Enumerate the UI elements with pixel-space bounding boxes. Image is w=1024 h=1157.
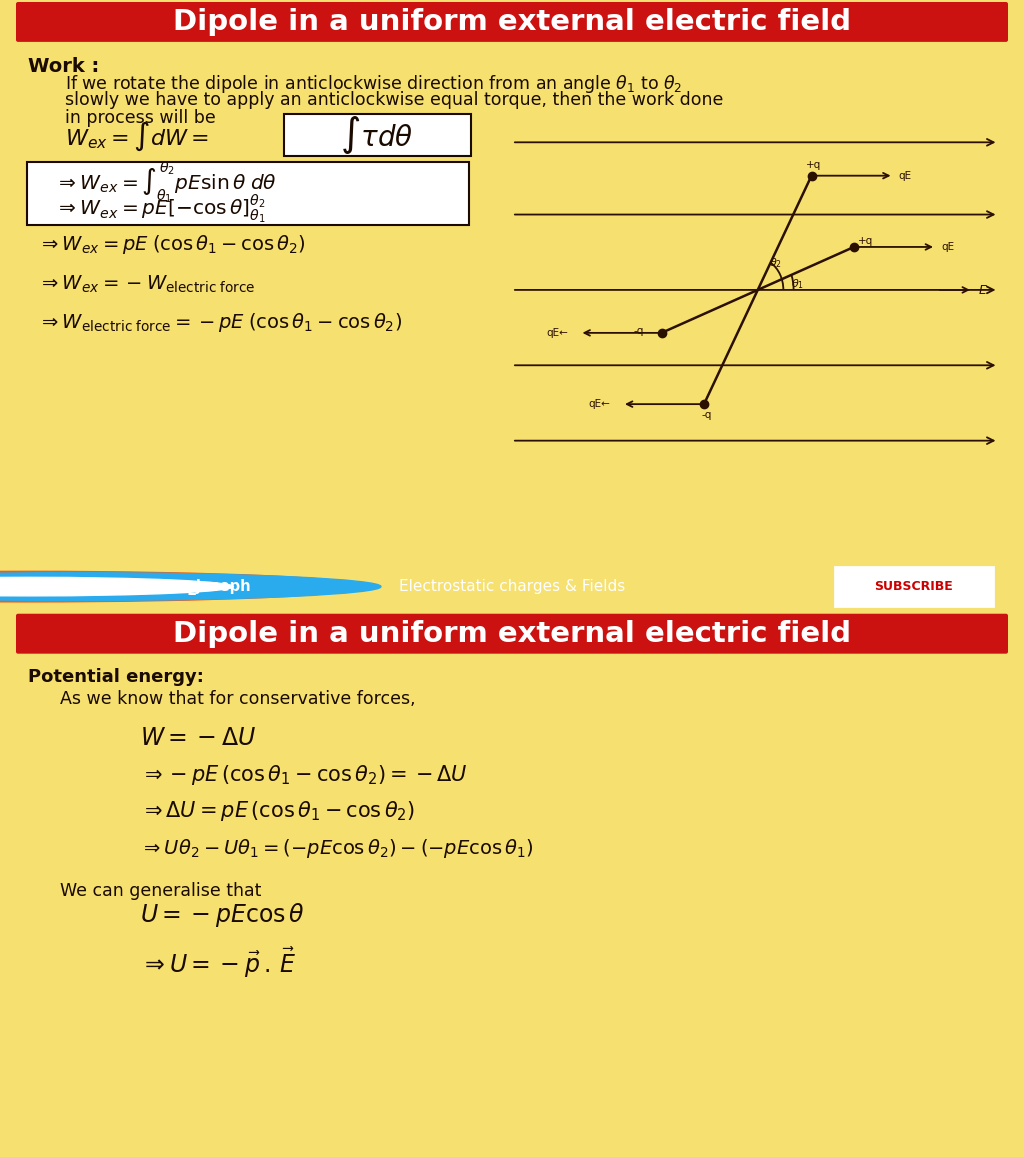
Text: +q: +q <box>858 236 873 245</box>
Text: qE←: qE← <box>589 399 610 410</box>
Text: | shimon_joseph: | shimon_joseph <box>118 578 251 595</box>
Text: -q: -q <box>634 326 644 337</box>
Text: If we rotate the dipole in anticlockwise direction from an angle $\theta_1$ to $: If we rotate the dipole in anticlockwise… <box>65 73 682 95</box>
Text: $U = -pE\cos\theta$: $U = -pE\cos\theta$ <box>140 901 305 929</box>
Text: Electrostatic charges & Fields: Electrostatic charges & Fields <box>399 580 625 594</box>
Text: ➤: ➤ <box>68 582 80 596</box>
Text: As we know that for conservative forces,: As we know that for conservative forces, <box>60 690 416 708</box>
Text: -q: -q <box>701 410 712 420</box>
Text: Work :: Work : <box>28 57 99 76</box>
Text: $\Rightarrow W_{ex} = pE\;(\cos\theta_1 - \cos\theta_2)$: $\Rightarrow W_{ex} = pE\;(\cos\theta_1 … <box>38 233 306 256</box>
Circle shape <box>0 577 233 596</box>
Text: $E$: $E$ <box>978 285 988 297</box>
Text: $\theta_2$: $\theta_2$ <box>769 256 782 270</box>
Text: qE←: qE← <box>547 327 568 338</box>
FancyBboxPatch shape <box>16 2 1008 42</box>
Text: $\int \tau d\theta$: $\int \tau d\theta$ <box>340 113 414 156</box>
Text: $W_{ex} = \int dW = $: $W_{ex} = \int dW = $ <box>65 120 209 153</box>
Text: Dipole in a uniform external electric field: Dipole in a uniform external electric fi… <box>173 8 851 36</box>
Text: $\Rightarrow U\theta_2 - U\theta_1 = (-pE\cos\theta_2) - (-pE\cos\theta_1)$: $\Rightarrow U\theta_2 - U\theta_1 = (-p… <box>140 837 534 860</box>
Text: +q: +q <box>807 160 821 170</box>
Text: $\Rightarrow -pE\,(\cos\theta_1 - \cos\theta_2) = -\Delta U$: $\Rightarrow -pE\,(\cos\theta_1 - \cos\t… <box>140 762 468 787</box>
Text: $\Rightarrow W_{ex} = \int_{\theta_1}^{\theta_2} pE \sin\theta\;d\theta$: $\Rightarrow W_{ex} = \int_{\theta_1}^{\… <box>55 160 276 206</box>
Text: slowly we have to apply an anticlockwise equal torque, then the work done: slowly we have to apply an anticlockwise… <box>65 90 723 109</box>
Text: $\Rightarrow \Delta U = pE\,(\cos\theta_1 - \cos\theta_2)$: $\Rightarrow \Delta U = pE\,(\cos\theta_… <box>140 799 415 824</box>
Text: SUBSCRIBE: SUBSCRIBE <box>874 580 952 594</box>
Text: We can generalise that: We can generalise that <box>60 883 261 900</box>
Circle shape <box>0 573 381 600</box>
Text: Dipole in a uniform external electric field: Dipole in a uniform external electric fi… <box>173 620 851 648</box>
Circle shape <box>0 572 367 602</box>
Text: $\theta_1$: $\theta_1$ <box>791 277 804 290</box>
Text: $\Rightarrow W_{\mathrm{electric\;force}} = -pE\;(\cos\theta_1 - \cos\theta_2)$: $\Rightarrow W_{\mathrm{electric\;force}… <box>38 310 402 333</box>
Text: qE: qE <box>899 171 911 180</box>
Text: $W = -\Delta U$: $W = -\Delta U$ <box>140 725 256 750</box>
Text: in process will be: in process will be <box>65 109 216 127</box>
Text: Potential energy:: Potential energy: <box>28 668 204 686</box>
Text: $\Rightarrow W_{ex} = pE[-\cos\theta]_{\theta_1}^{\theta_2}$: $\Rightarrow W_{ex} = pE[-\cos\theta]_{\… <box>55 193 265 226</box>
Text: qE: qE <box>941 242 954 252</box>
FancyBboxPatch shape <box>284 113 471 155</box>
Text: $\Rightarrow U = -\vec{p}\,.\,\vec{E}$: $\Rightarrow U = -\vec{p}\,.\,\vec{E}$ <box>140 945 296 980</box>
FancyBboxPatch shape <box>27 162 469 226</box>
Text: $\Rightarrow W_{ex} = -W_{\mathrm{electric\;force}}$: $\Rightarrow W_{ex} = -W_{\mathrm{electr… <box>38 273 255 295</box>
FancyBboxPatch shape <box>835 567 993 606</box>
FancyBboxPatch shape <box>16 613 1008 654</box>
